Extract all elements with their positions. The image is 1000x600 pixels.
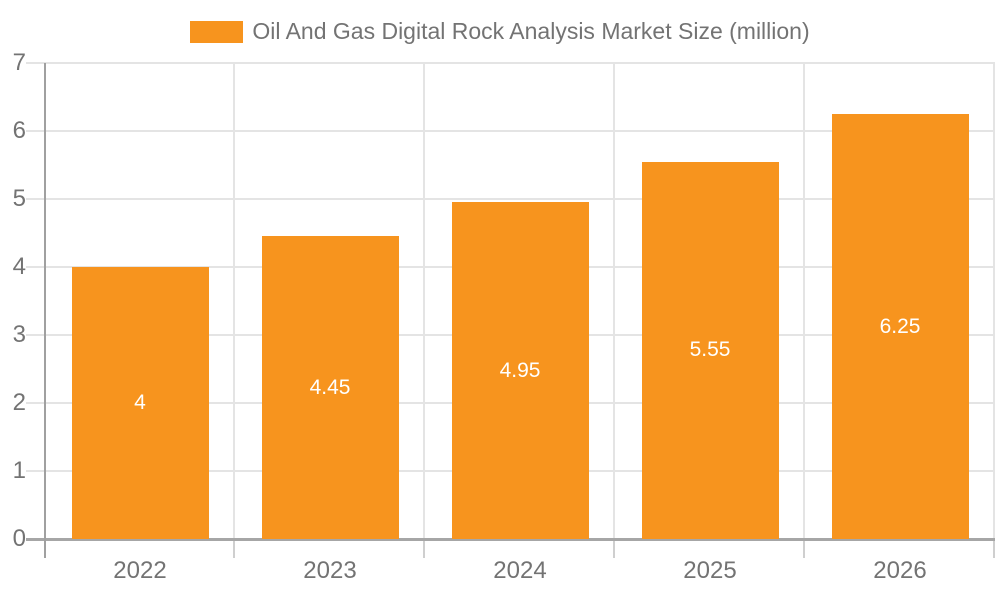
y-axis-tick-label: 0: [12, 525, 26, 552]
y-axis-tick-label: 7: [12, 49, 26, 76]
x-axis-tick-label: 2025: [683, 557, 737, 584]
x-axis-tick: [233, 541, 235, 558]
bar-2025[interactable]: 5.55: [641, 161, 779, 539]
legend-item[interactable]: Oil And Gas Digital Rock Analysis Market…: [190, 18, 810, 45]
y-gridline: [26, 130, 995, 132]
y-gridline: [26, 62, 995, 64]
y-axis-tick-label: 3: [12, 321, 26, 348]
x-axis-line: [26, 538, 995, 541]
x-gridline: [993, 63, 995, 539]
bar-2023[interactable]: 4.45: [261, 236, 399, 539]
bar-value-label: 4: [134, 391, 146, 414]
x-gridline: [233, 63, 235, 539]
legend-swatch-icon: [190, 20, 244, 43]
bar-2022[interactable]: 4: [71, 267, 209, 539]
x-axis-tick-label: 2024: [493, 557, 547, 584]
y-axis-tick-label: 2: [12, 389, 26, 416]
y-axis-tick-label: 6: [12, 117, 26, 144]
x-gridline: [423, 63, 425, 539]
x-axis-tick-label: 2026: [873, 557, 927, 584]
bar-2024[interactable]: 4.95: [451, 202, 589, 539]
x-axis-tick: [613, 541, 615, 558]
y-axis-tick-label: 4: [12, 253, 26, 280]
x-gridline: [803, 63, 805, 539]
bar-value-label: 5.55: [689, 338, 731, 362]
chart-legend: Oil And Gas Digital Rock Analysis Market…: [0, 18, 1000, 45]
legend-label: Oil And Gas Digital Rock Analysis Market…: [252, 18, 810, 44]
y-axis-line: [44, 63, 46, 558]
x-axis-tick: [993, 541, 995, 558]
bar-value-label: 4.95: [499, 358, 541, 382]
y-axis-tick-label: 5: [12, 185, 26, 212]
y-gridline: [26, 198, 995, 200]
bar-value-label: 4.45: [309, 375, 351, 399]
x-axis-tick: [423, 541, 425, 558]
y-axis-tick-label: 1: [12, 457, 26, 484]
x-gridline: [613, 63, 615, 539]
bar-value-label: 6.25: [879, 314, 921, 338]
bar-2026[interactable]: 6.25: [831, 114, 969, 539]
x-axis-tick-label: 2022: [113, 557, 167, 584]
x-axis-tick: [803, 541, 805, 558]
x-axis-tick-label: 2023: [303, 557, 357, 584]
